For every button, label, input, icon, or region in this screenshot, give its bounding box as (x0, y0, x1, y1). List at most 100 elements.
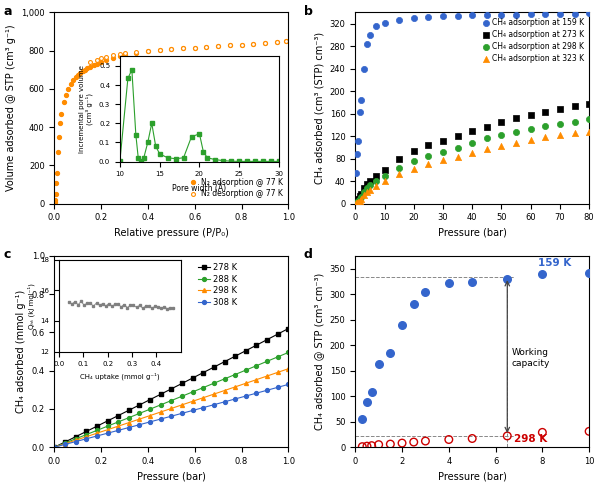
Point (362, 442, 372, 450)
N₂ adsorption @ 77 K (91, 62, 98, 68)
278 K (211, 364, 218, 370)
Point (502, 275, 512, 283)
CH₄ adsorption at 323 K (570, 130, 580, 137)
CH₄ adsorption at 323 K (409, 165, 419, 173)
298 K (269, 371, 276, 377)
288 K (178, 393, 185, 399)
308 K (173, 412, 181, 418)
N₂ adsorption @ 77 K (116, 53, 124, 59)
N₂ adsorption @ 77 K (215, 43, 222, 49)
Point (397, 439, 407, 447)
Line: 278 K: 278 K (53, 327, 290, 449)
288 K (274, 354, 281, 360)
CH₄ adsorption at 159 K (353, 137, 363, 145)
308 K (253, 390, 260, 396)
CH₄ adsorption at 298 K (541, 122, 550, 130)
N₂ desorption @ 77 K (133, 49, 140, 55)
288 K (61, 440, 68, 446)
N₂ desorption @ 77 K (203, 44, 210, 50)
Point (502, 432, 512, 440)
Text: 298 K: 298 K (514, 434, 548, 444)
298 K (200, 395, 207, 401)
308 K (189, 408, 196, 413)
Point (386, 349, 395, 356)
288 K (184, 391, 191, 397)
CH₄ adsorption at 323 K (371, 182, 380, 189)
288 K (88, 430, 95, 435)
N₂ adsorption @ 77 K (250, 41, 257, 47)
278 K (232, 353, 239, 359)
N₂ adsorption @ 77 K (52, 197, 59, 203)
308 K (280, 383, 287, 389)
288 K (109, 421, 116, 427)
CH₄ adsorption at 159 K (555, 10, 565, 18)
CH₄ adsorption at 323 K (438, 156, 448, 164)
Point (367, 442, 376, 450)
CH₄ adsorption at 159 K (352, 169, 361, 177)
Y-axis label: CH₄ adsorbed (mmol g⁻¹): CH₄ adsorbed (mmol g⁻¹) (16, 290, 26, 413)
Point (444, 435, 454, 443)
CH₄ adsorption at 273 K (409, 148, 419, 155)
Text: c: c (3, 248, 10, 261)
CH₄ adsorption at 159 K (570, 10, 580, 18)
N₂ adsorption @ 77 K (86, 64, 93, 70)
N₂ desorption @ 77 K (238, 41, 245, 47)
298 K (51, 444, 58, 450)
278 K (115, 412, 122, 418)
308 K (115, 428, 122, 433)
Y-axis label: Volume adsorbed @ STP (cm³ g⁻¹): Volume adsorbed @ STP (cm³ g⁻¹) (5, 25, 16, 191)
308 K (194, 406, 202, 412)
288 K (115, 419, 122, 425)
288 K (157, 402, 164, 408)
N₂ desorption @ 77 K (262, 40, 269, 46)
CH₄ adsorption at 323 K (352, 200, 361, 207)
Point (584, 428, 594, 435)
CH₄ adsorption at 323 K (362, 188, 372, 196)
278 K (72, 434, 79, 440)
Point (467, 279, 477, 286)
N₂ adsorption @ 77 K (62, 92, 70, 97)
Point (374, 441, 383, 449)
Line: 308 K: 308 K (53, 382, 290, 449)
288 K (253, 363, 260, 369)
CH₄ adsorption at 273 K (555, 105, 565, 113)
N₂ adsorption @ 77 K (53, 180, 60, 186)
Point (374, 360, 383, 368)
278 K (131, 405, 138, 411)
N₂ adsorption @ 77 K (56, 134, 63, 140)
308 K (232, 396, 239, 402)
N₂ adsorption @ 77 K (53, 170, 61, 176)
288 K (285, 350, 292, 356)
308 K (211, 402, 218, 408)
Point (358, 415, 367, 423)
278 K (56, 442, 64, 448)
288 K (189, 389, 196, 395)
CH₄ adsorption at 298 K (570, 118, 580, 126)
288 K (120, 417, 127, 423)
298 K (61, 441, 68, 447)
308 K (98, 431, 106, 437)
308 K (72, 439, 79, 445)
N₂ adsorption @ 77 K (238, 41, 245, 47)
N₂ desorption @ 77 K (273, 39, 280, 45)
Point (444, 280, 454, 287)
278 K (141, 399, 148, 405)
N₂ desorption @ 77 K (226, 42, 233, 48)
288 K (173, 395, 181, 401)
298 K (248, 378, 255, 384)
CH₄ adsorption at 298 K (584, 115, 594, 123)
Line: N₂ adsorption @ 77 K: N₂ adsorption @ 77 K (53, 39, 288, 204)
CH₄ adsorption at 273 K (365, 177, 374, 185)
298 K (242, 380, 250, 386)
Legend: CH₄ adsorption at 159 K, CH₄ adsorption at 273 K, CH₄ adsorption at 298 K, CH₄ a: CH₄ adsorption at 159 K, CH₄ adsorption … (480, 16, 586, 64)
278 K (61, 439, 68, 445)
N₂ adsorption @ 77 K (60, 99, 67, 105)
308 K (83, 436, 90, 442)
N₂ desorption @ 77 K (116, 51, 124, 57)
CH₄ adsorption at 298 K (511, 128, 521, 135)
298 K (141, 414, 148, 420)
Legend: 278 K, 288 K, 298 K, 308 K: 278 K, 288 K, 298 K, 308 K (194, 260, 240, 310)
Point (386, 440, 395, 448)
N₂ desorption @ 77 K (191, 45, 199, 51)
CH₄ adsorption at 298 K (482, 134, 491, 142)
